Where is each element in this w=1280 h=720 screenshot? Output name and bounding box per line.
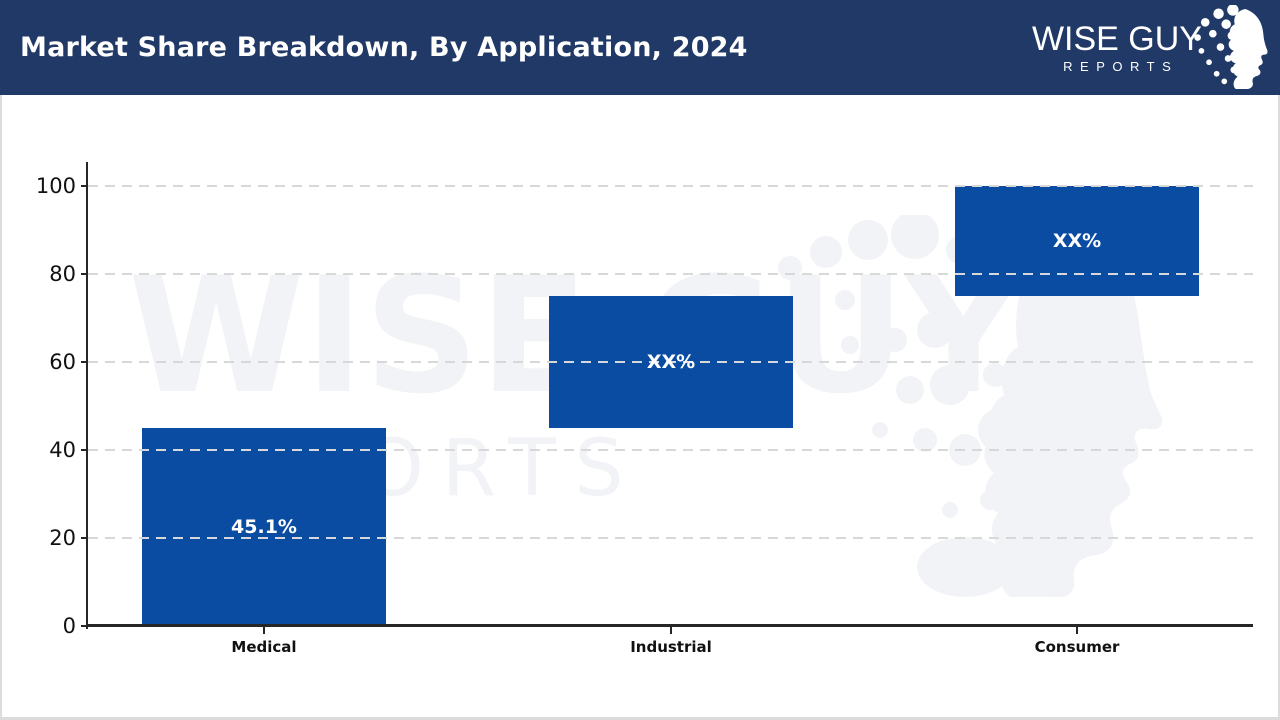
brand-logo-line2: REPORTS <box>1063 59 1179 75</box>
y-tick-label: 60 <box>49 350 76 374</box>
y-tick-label: 100 <box>35 174 76 198</box>
y-tick-label: 20 <box>49 526 76 550</box>
y-axis-line <box>86 162 88 629</box>
y-gridline <box>88 537 1253 539</box>
x-category-label-consumer: Consumer <box>1034 638 1120 656</box>
page-title: Market Share Breakdown, By Application, … <box>20 32 748 63</box>
y-axis-tick <box>81 185 88 187</box>
x-category-label-industrial: Industrial <box>630 638 712 656</box>
dotted-head-logo-icon <box>1194 5 1268 89</box>
bar-consumer <box>955 186 1199 296</box>
bar-value-label: 45.1% <box>231 515 297 538</box>
page-border-left <box>0 95 2 720</box>
header-band: Market Share Breakdown, By Application, … <box>0 0 1280 95</box>
y-gridline <box>88 449 1253 451</box>
y-axis-tick <box>81 273 88 275</box>
brand-logo-text: WISE GUY REPORTS <box>1031 19 1202 75</box>
y-tick-label: 40 <box>49 438 76 462</box>
y-axis-tick <box>81 361 88 363</box>
brand-logo-line1: WISE GUY <box>1031 19 1202 58</box>
x-axis-tick <box>670 627 672 634</box>
x-category-label-medical: Medical <box>231 638 297 656</box>
bar-value-label: XX% <box>646 350 696 373</box>
y-gridline <box>88 273 1253 275</box>
bar-value-label: XX% <box>1052 229 1102 252</box>
x-axis-line <box>86 624 1253 627</box>
y-gridline <box>88 185 1253 187</box>
x-axis-tick <box>263 627 265 634</box>
y-gridline <box>88 361 1253 363</box>
y-axis-tick <box>81 537 88 539</box>
page-border-bottom <box>0 717 1280 720</box>
y-axis-tick <box>81 625 88 627</box>
x-axis-tick <box>1076 627 1078 634</box>
page-border-right <box>1278 95 1280 720</box>
y-axis-tick <box>81 449 88 451</box>
y-tick-label: 0 <box>62 614 76 638</box>
brand-logo: WISE GUY REPORTS <box>1032 4 1270 92</box>
y-tick-label: 80 <box>49 262 76 286</box>
bar-medical <box>142 427 386 626</box>
